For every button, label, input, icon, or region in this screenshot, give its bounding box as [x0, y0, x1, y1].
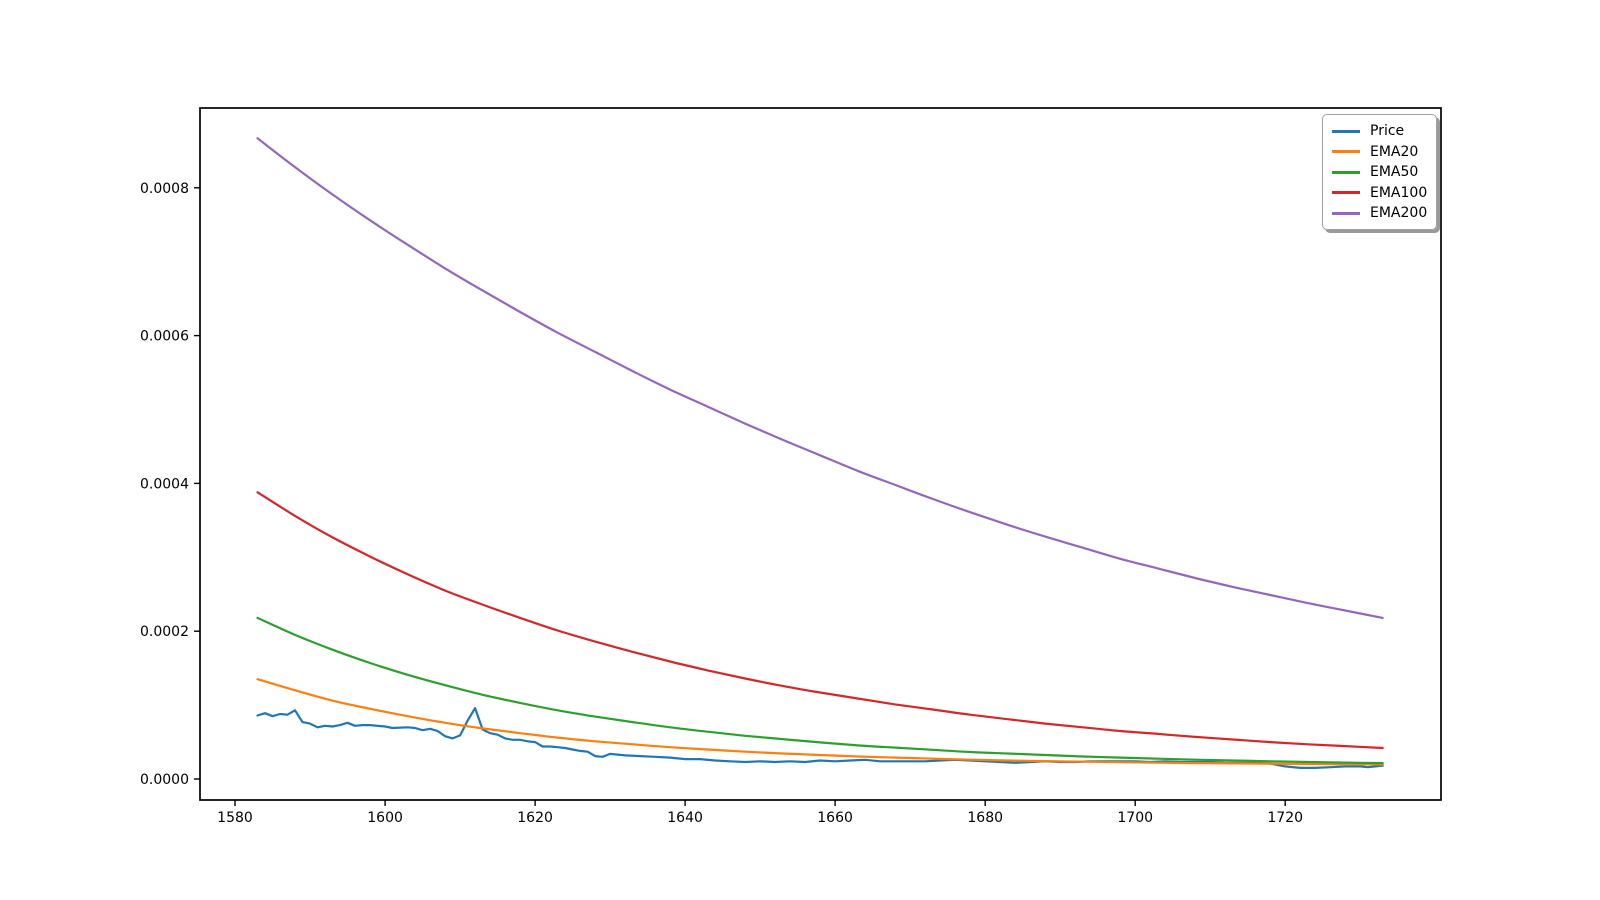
x-tick-label: 1680: [967, 810, 1003, 826]
legend-label-ema100: EMA100: [1370, 184, 1428, 201]
legend-item-ema20: EMA20: [1332, 142, 1428, 163]
y-tick-label: 0.0000: [140, 772, 189, 788]
legend-line-ema50: [1332, 170, 1360, 174]
y-tick-label: 0.0006: [140, 329, 189, 345]
series-lines: [256, 137, 1384, 769]
axes-spines: [199, 107, 1442, 801]
legend-line-price: [1332, 129, 1360, 133]
y-tick-label: 0.0002: [140, 624, 189, 640]
y-tick-label: 0.0004: [140, 476, 189, 492]
x-tick-label: 1660: [817, 810, 853, 826]
ema100-line: [256, 491, 1384, 750]
legend-item-ema200: EMA200: [1332, 203, 1428, 224]
legend-label-ema200: EMA200: [1370, 205, 1428, 222]
legend-line-ema200: [1332, 211, 1360, 215]
legend-line-ema20: [1332, 150, 1360, 154]
x-tick-label: 1620: [517, 810, 553, 826]
ema20-line: [256, 678, 1384, 766]
legend-label-ema50: EMA50: [1370, 164, 1419, 181]
axis-ticks: 1580 1600 1620 1640 1660 1680 1700 1720 0.0000 0.…: [140, 181, 1303, 826]
legend-label-ema20: EMA20: [1370, 143, 1419, 160]
x-tick-label: 1640: [667, 810, 703, 826]
legend-line-ema100: [1332, 191, 1360, 195]
legend-label-price: Price: [1370, 123, 1405, 140]
x-tick-label: 1580: [217, 810, 253, 826]
x-tick-label: 1600: [367, 810, 403, 826]
ema200-line: [256, 137, 1384, 619]
legend-item-price: Price: [1332, 121, 1428, 142]
x-tick-label: 1720: [1267, 810, 1303, 826]
axes-border: [199, 107, 1442, 801]
x-tick-label: 1700: [1117, 810, 1153, 826]
legend-box: Price EMA20 EMA50 EMA100 EMA200: [1322, 114, 1437, 230]
legend-item-ema50: EMA50: [1332, 162, 1428, 183]
legend-item-ema100: EMA100: [1332, 183, 1428, 204]
ema50-line: [256, 616, 1384, 765]
y-tick-label: 0.0008: [140, 181, 189, 197]
